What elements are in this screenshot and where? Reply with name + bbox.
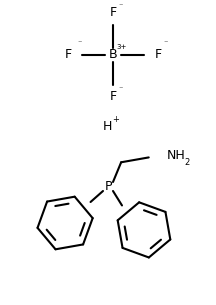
Text: B: B bbox=[109, 48, 117, 62]
Text: ⁻: ⁻ bbox=[164, 38, 168, 48]
Text: F: F bbox=[64, 48, 71, 62]
Text: ⁻: ⁻ bbox=[78, 38, 82, 48]
Text: F: F bbox=[154, 48, 162, 62]
Text: 3+: 3+ bbox=[117, 44, 127, 50]
Text: 2: 2 bbox=[185, 158, 190, 167]
Text: ⁻: ⁻ bbox=[119, 84, 123, 94]
Text: H: H bbox=[102, 120, 112, 134]
Text: +: + bbox=[113, 114, 119, 124]
Text: NH: NH bbox=[167, 149, 186, 162]
Text: P: P bbox=[104, 181, 112, 193]
Text: F: F bbox=[110, 91, 117, 103]
Text: ⁻: ⁻ bbox=[119, 2, 123, 10]
Text: F: F bbox=[110, 6, 117, 20]
